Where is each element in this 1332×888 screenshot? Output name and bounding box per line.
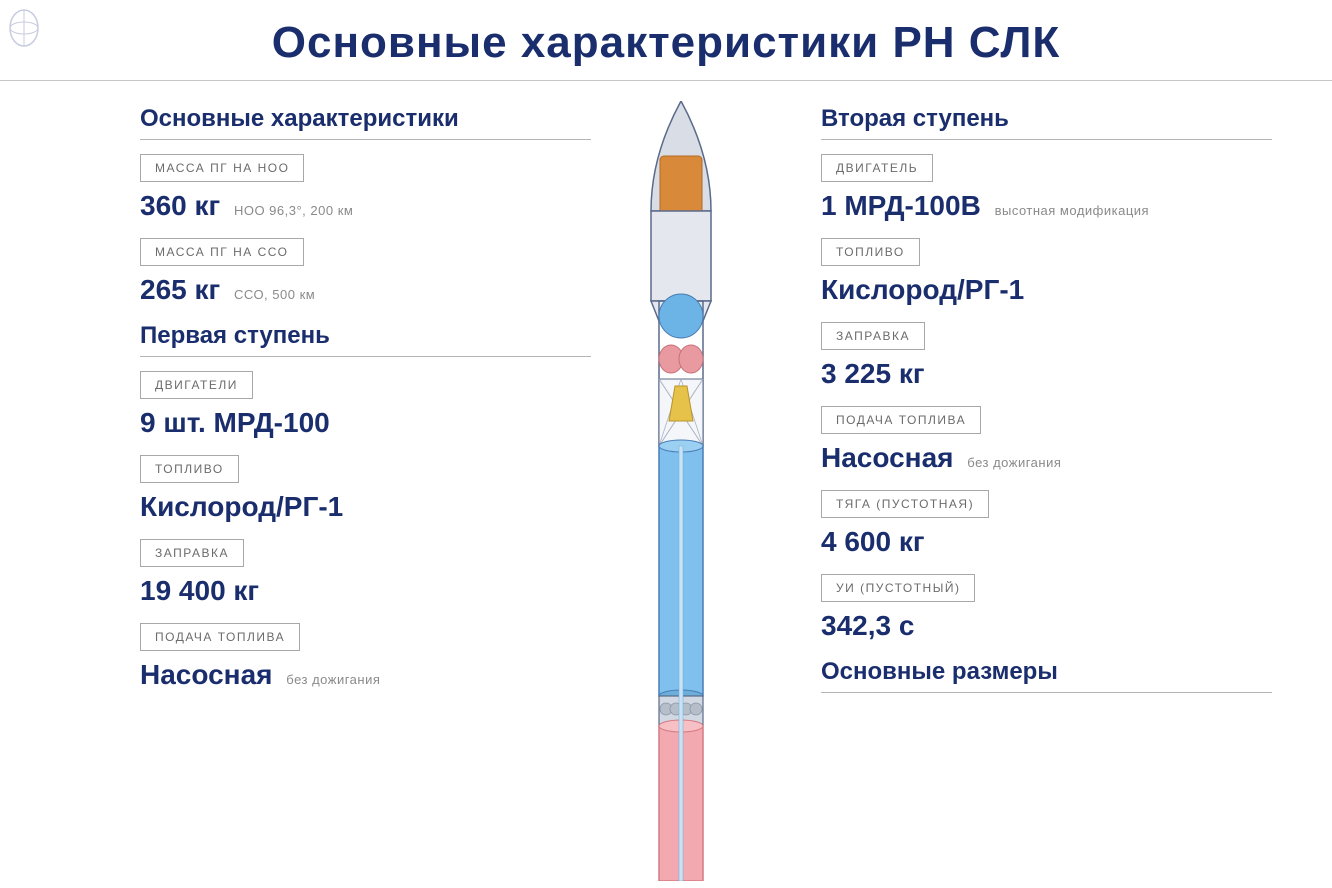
label-s2-isp: УИ (ПУСТОТНЫЙ) xyxy=(821,574,975,602)
label-s2-feed: ПОДАЧА ТОПЛИВА xyxy=(821,406,981,434)
value-s2-load: 3 225 кг xyxy=(821,358,1272,390)
rocket-column xyxy=(601,101,761,874)
value-s1-feed: Насосная без дожигания xyxy=(140,659,591,691)
label-s2-thrust: ТЯГА (ПУСТОТНАЯ) xyxy=(821,490,989,518)
value-mass-sso-main: 265 кг xyxy=(140,274,220,305)
section-stage1: Первая ступень xyxy=(140,322,591,357)
value-s2-propellant-main: Кислород/РГ-1 xyxy=(821,274,1024,305)
value-s2-feed: Насосная без дожигания xyxy=(821,442,1272,474)
value-s2-thrust: 4 600 кг xyxy=(821,526,1272,558)
page-title: Основные характеристики РН СЛК xyxy=(0,0,1332,80)
value-s2-propellant: Кислород/РГ-1 xyxy=(821,274,1272,306)
label-mass-leo: МАССА ПГ НА НОО xyxy=(140,154,304,182)
value-s2-engine: 1 МРД-100В высотная модификация xyxy=(821,190,1272,222)
label-s2-engine: ДВИГАТЕЛЬ xyxy=(821,154,933,182)
label-s1-engines: ДВИГАТЕЛИ xyxy=(140,371,253,399)
value-mass-leo-note: НОО 96,3°, 200 км xyxy=(234,203,353,218)
value-mass-leo: 360 кг НОО 96,3°, 200 км xyxy=(140,190,591,222)
value-s1-engines: 9 шт. МРД-100 xyxy=(140,407,591,439)
value-s2-engine-note: высотная модификация xyxy=(995,203,1150,218)
label-s1-feed: ПОДАЧА ТОПЛИВА xyxy=(140,623,300,651)
value-s1-feed-note: без дожигания xyxy=(286,672,380,687)
label-s1-propellant: ТОПЛИВО xyxy=(140,455,239,483)
label-s2-propellant: ТОПЛИВО xyxy=(821,238,920,266)
right-column: Вторая ступень ДВИГАТЕЛЬ 1 МРД-100В высо… xyxy=(761,101,1332,874)
value-s1-propellant-main: Кислород/РГ-1 xyxy=(140,491,343,522)
company-logo-icon xyxy=(8,8,40,48)
left-column: Основные характеристики МАССА ПГ НА НОО … xyxy=(0,101,601,874)
value-s2-engine-main: 1 МРД-100В xyxy=(821,190,981,221)
value-mass-sso: 265 кг ССО, 500 км xyxy=(140,274,591,306)
value-mass-leo-main: 360 кг xyxy=(140,190,220,221)
value-s1-engines-main: 9 шт. МРД-100 xyxy=(140,407,330,438)
value-s2-feed-main: Насосная xyxy=(821,442,954,473)
value-s1-load: 19 400 кг xyxy=(140,575,591,607)
value-mass-sso-note: ССО, 500 км xyxy=(234,287,315,302)
section-main-specs: Основные характеристики xyxy=(140,105,591,140)
value-s1-feed-main: Насосная xyxy=(140,659,273,690)
value-s2-thrust-main: 4 600 кг xyxy=(821,526,925,557)
value-s2-isp-main: 342,3 с xyxy=(821,610,914,641)
label-mass-sso: МАССА ПГ НА ССО xyxy=(140,238,304,266)
label-s2-load: ЗАПРАВКА xyxy=(821,322,925,350)
value-s2-feed-note: без дожигания xyxy=(967,455,1061,470)
section-dimensions: Основные размеры xyxy=(821,658,1272,693)
value-s2-isp: 342,3 с xyxy=(821,610,1272,642)
value-s2-load-main: 3 225 кг xyxy=(821,358,925,389)
label-s1-load: ЗАПРАВКА xyxy=(140,539,244,567)
value-s1-propellant: Кислород/РГ-1 xyxy=(140,491,591,523)
section-stage2: Вторая ступень xyxy=(821,105,1272,140)
value-s1-load-main: 19 400 кг xyxy=(140,575,259,606)
main-content: Основные характеристики МАССА ПГ НА НОО … xyxy=(0,81,1332,874)
rocket-diagram xyxy=(631,101,731,881)
